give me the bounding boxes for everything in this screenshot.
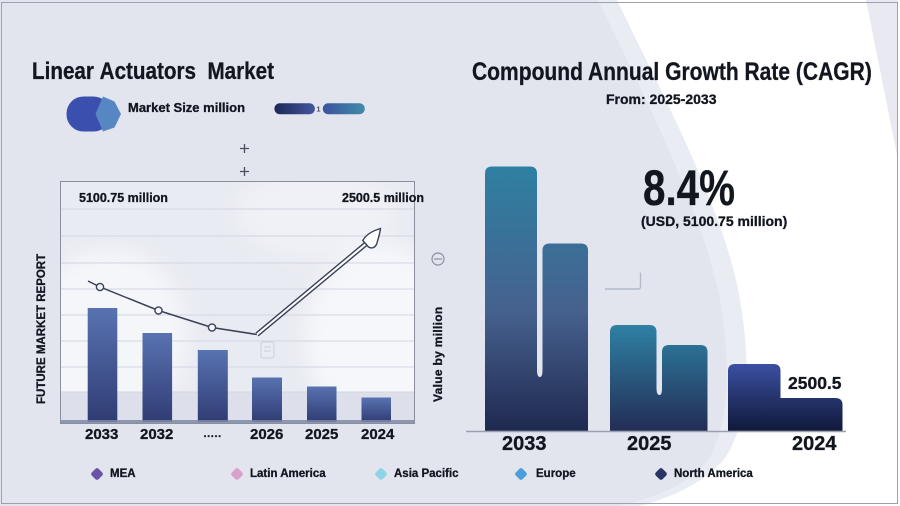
svg-text:1: 1 — [316, 104, 320, 113]
